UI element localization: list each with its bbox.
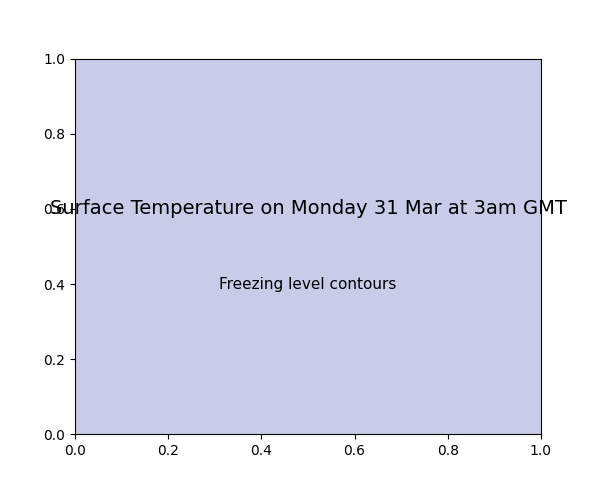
Text: Freezing level contours: Freezing level contours bbox=[219, 277, 397, 291]
Text: Surface Temperature on Monday 31 Mar at 3am GMT: Surface Temperature on Monday 31 Mar at … bbox=[49, 200, 567, 218]
